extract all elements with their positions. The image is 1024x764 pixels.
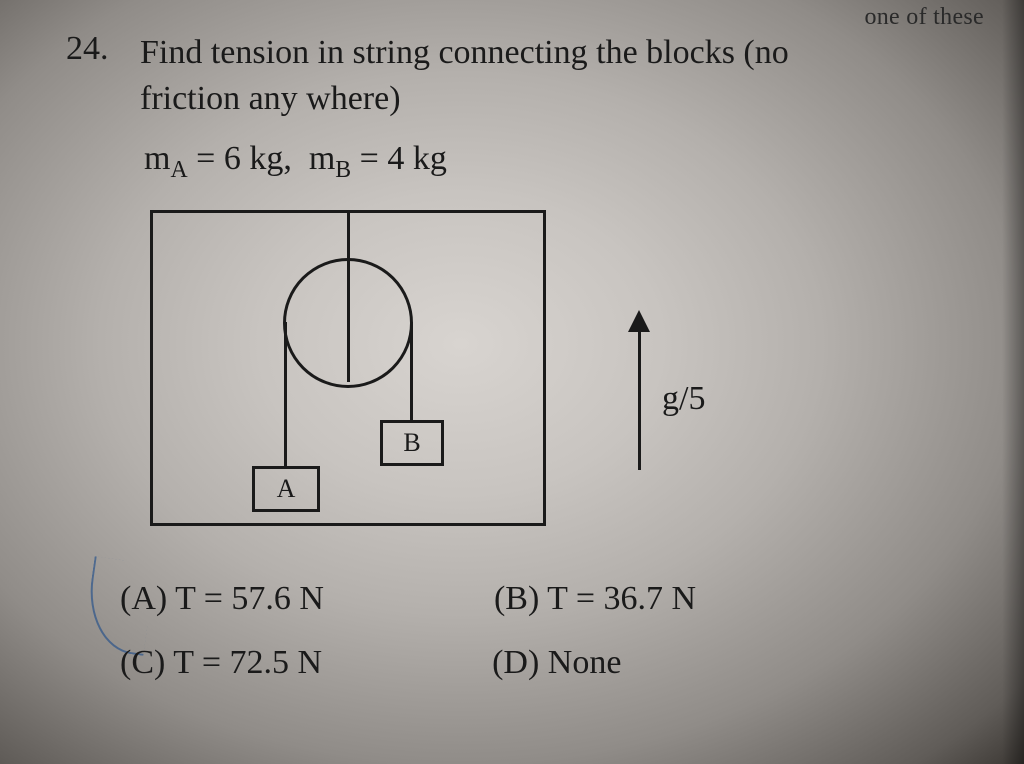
option-b: (B) T = 36.7 N xyxy=(494,580,696,618)
acceleration-label: g/5 xyxy=(662,380,705,418)
mcq-options: (A) T = 57.6 N (B) T = 36.7 N (C) T = 72… xyxy=(120,580,696,708)
string-to-a xyxy=(284,322,287,468)
figure: A B xyxy=(150,210,550,530)
option-d: (D) None xyxy=(492,644,621,682)
option-c: (C) T = 72.5 N xyxy=(120,644,322,682)
block-b: B xyxy=(380,420,444,466)
block-a: A xyxy=(252,466,320,512)
question-number: 24. xyxy=(66,30,109,68)
page-right-shadow xyxy=(1002,0,1024,764)
question-line2: friction any where) xyxy=(140,80,401,117)
pulley-hanger xyxy=(347,212,350,264)
option-a: (A) T = 57.6 N xyxy=(120,580,324,618)
question-text: Find tension in string connecting the bl… xyxy=(140,30,789,122)
string-to-b xyxy=(410,322,413,422)
question-line1: Find tension in string connecting the bl… xyxy=(140,34,789,71)
given-masses: mA = 6 kg, mB = 4 kg xyxy=(144,140,447,184)
pulley-axle xyxy=(347,264,350,382)
prev-line-fragment: one of these xyxy=(864,4,984,31)
arrow-shaft xyxy=(638,320,641,470)
